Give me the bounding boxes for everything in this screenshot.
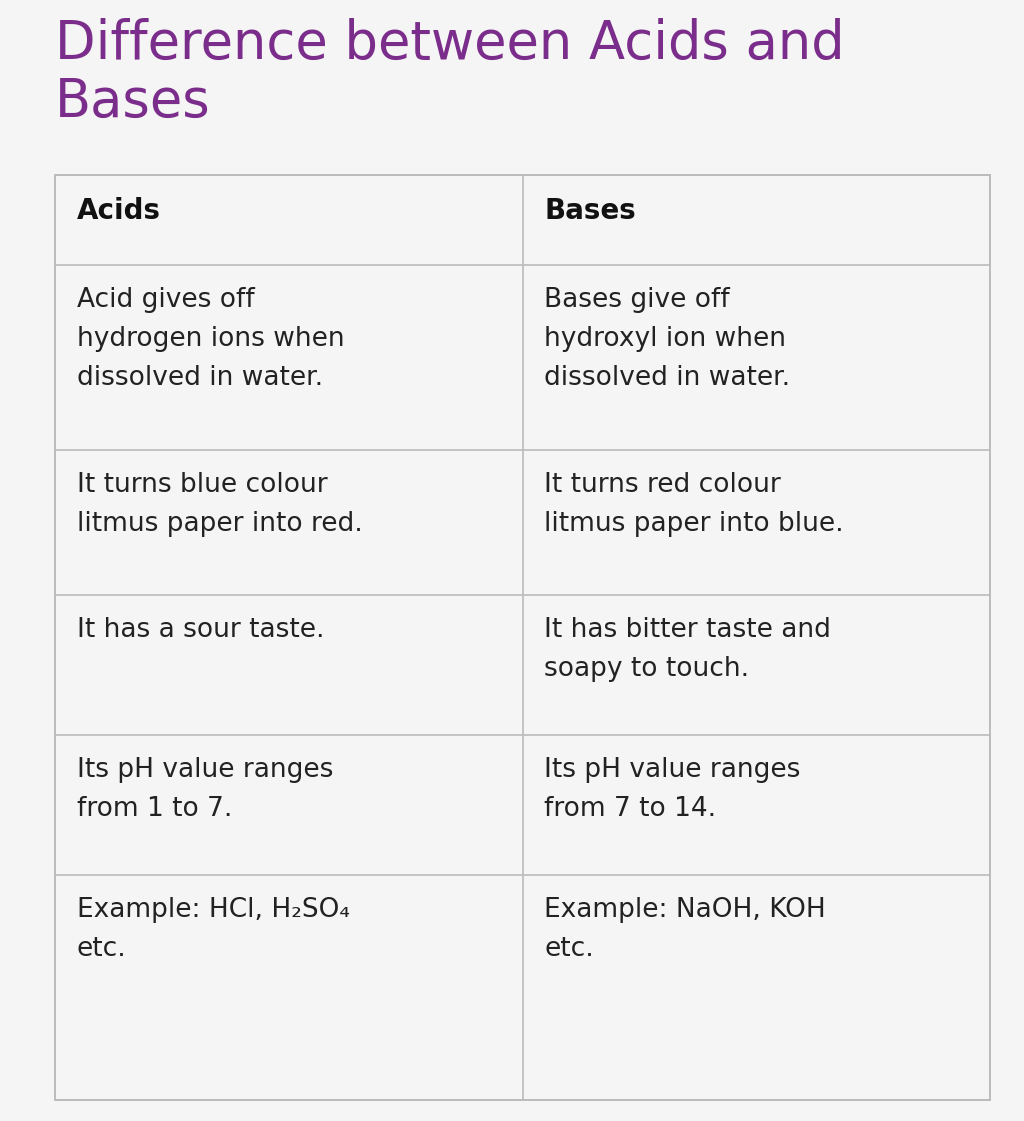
Text: Bases: Bases [545, 197, 636, 225]
Text: Example: NaOH, KOH
etc.: Example: NaOH, KOH etc. [545, 897, 826, 962]
Text: It has bitter taste and
soapy to touch.: It has bitter taste and soapy to touch. [545, 617, 831, 682]
Text: Its pH value ranges
from 7 to 14.: Its pH value ranges from 7 to 14. [545, 757, 801, 822]
Text: Bases give off
hydroxyl ion when
dissolved in water.: Bases give off hydroxyl ion when dissolv… [545, 287, 791, 391]
Text: It has a sour taste.: It has a sour taste. [77, 617, 325, 643]
Text: It turns blue colour
litmus paper into red.: It turns blue colour litmus paper into r… [77, 472, 362, 537]
Text: Acid gives off
hydrogen ions when
dissolved in water.: Acid gives off hydrogen ions when dissol… [77, 287, 345, 391]
Text: Acids: Acids [77, 197, 161, 225]
Text: Its pH value ranges
from 1 to 7.: Its pH value ranges from 1 to 7. [77, 757, 334, 822]
Text: It turns red colour
litmus paper into blue.: It turns red colour litmus paper into bl… [545, 472, 844, 537]
Text: Example: HCl, H₂SO₄
etc.: Example: HCl, H₂SO₄ etc. [77, 897, 350, 962]
Text: Difference between Acids and
Bases: Difference between Acids and Bases [55, 18, 845, 128]
